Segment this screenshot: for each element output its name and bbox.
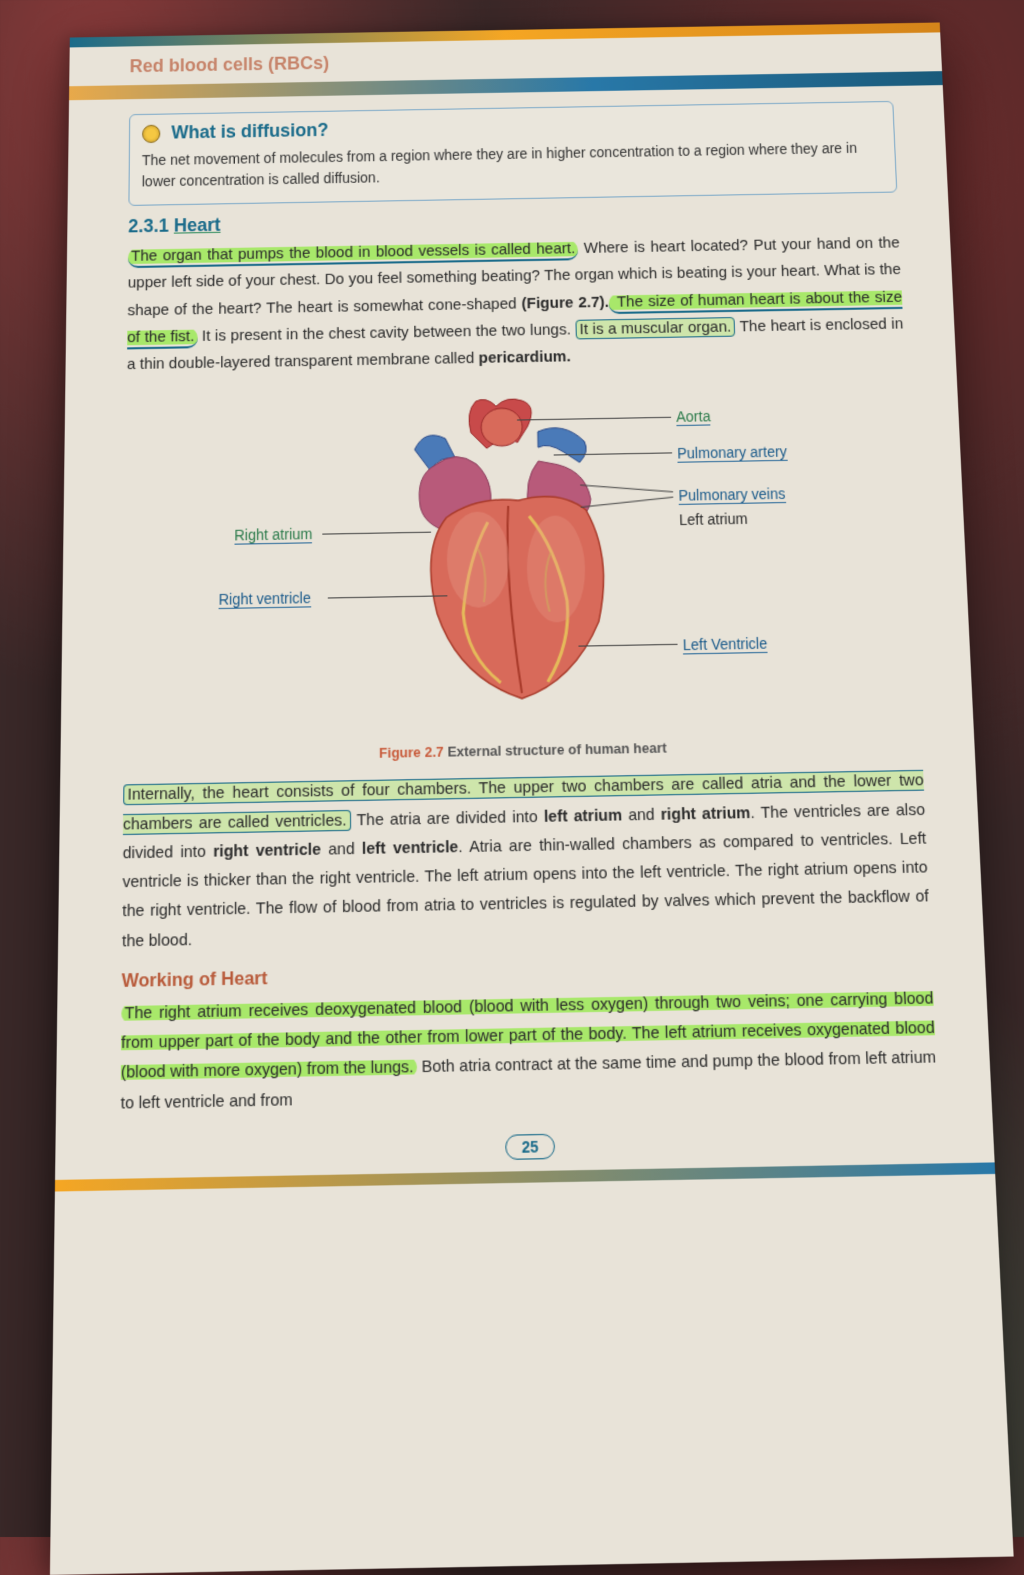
label-pulmonary-artery: Pulmonary artery [677, 443, 787, 463]
section-number: 2.3.1 [128, 215, 169, 236]
figure-number: Figure 2.7 [379, 744, 444, 762]
heart-figure: Aorta Pulmonary artery Pulmonary veins L… [208, 385, 837, 737]
label-pulmonary-veins: Pulmonary veins [678, 485, 785, 505]
header-cutoff-text: Red blood cells (RBCs) [130, 43, 892, 77]
paragraph-chambers: Internally, the heart consists of four c… [122, 767, 931, 956]
gear-icon [142, 125, 160, 143]
label-aorta: Aorta [676, 408, 711, 426]
heart-diagram-svg [383, 388, 658, 712]
highlight-muscular-organ: It is a muscular organ. [575, 317, 735, 339]
bottom-gradient-bar [55, 1162, 995, 1191]
highlight-heart-definition: The organ that pumps the blood in blood … [128, 240, 579, 268]
label-left-ventricle: Left Ventricle [683, 635, 768, 655]
page-number: 25 [505, 1133, 555, 1159]
textbook-page: Red blood cells (RBCs) What is diffusion… [50, 22, 1014, 1575]
label-right-ventricle: Right ventricle [219, 589, 311, 609]
section-title: Heart [174, 214, 221, 235]
paragraph-working: The right atrium receives deoxygenated b… [120, 984, 938, 1119]
figure-caption-text: External structure of human heart [444, 740, 667, 760]
question-body: The net movement of molecules from a reg… [142, 137, 884, 192]
question-title-text: What is diffusion? [171, 120, 328, 143]
label-right-atrium: Right atrium [234, 526, 312, 545]
label-left-atrium: Left atrium [679, 510, 748, 528]
diffusion-question-box: What is diffusion? The net movement of m… [128, 101, 897, 206]
figure-caption: Figure 2.7 External structure of human h… [124, 735, 923, 766]
page-number-container: 25 [120, 1126, 940, 1167]
paragraph-heart-intro: The organ that pumps the blood in blood … [127, 230, 905, 379]
